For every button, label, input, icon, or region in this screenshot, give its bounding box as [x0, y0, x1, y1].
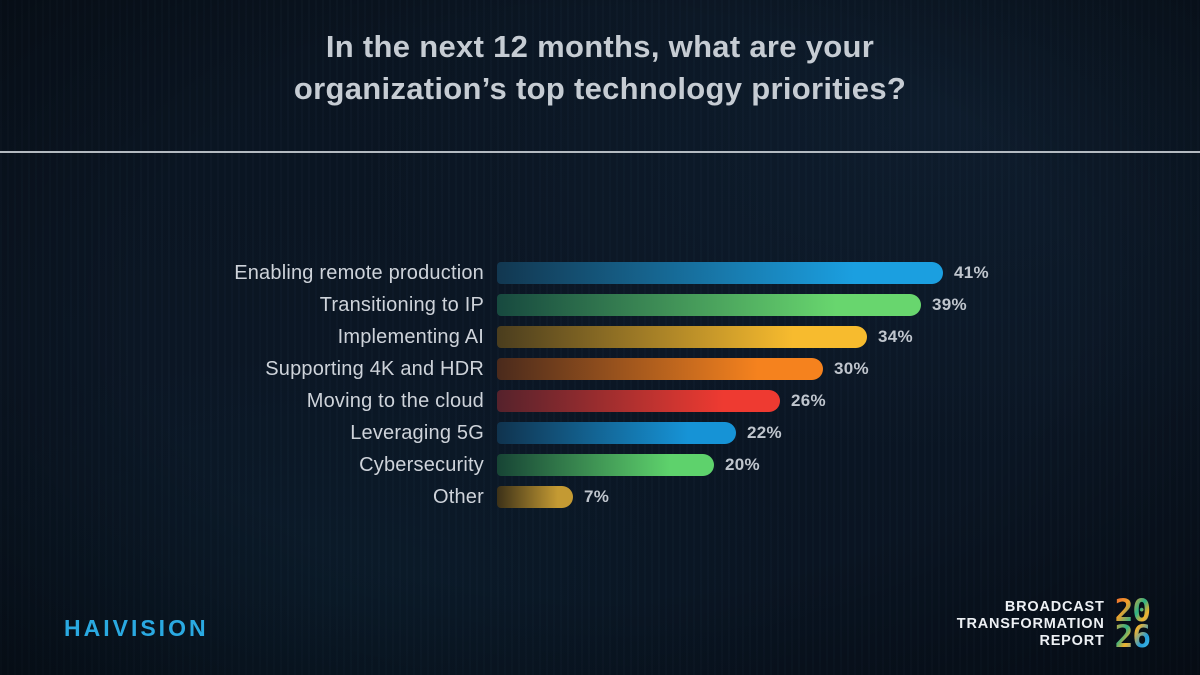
- bar-chart: Enabling remote production 41% Transitio…: [0, 257, 1200, 513]
- report-line-1: BROADCAST: [1004, 598, 1105, 615]
- bar-value-label: 34%: [878, 327, 913, 346]
- bar: [497, 390, 780, 412]
- bar-category-label: Cybersecurity: [359, 453, 484, 476]
- report-line-3: REPORT: [1039, 632, 1105, 649]
- bar-value-label: 41%: [954, 263, 989, 282]
- chart-row: Moving to the cloud 26%: [0, 385, 1200, 417]
- bar-category-label: Other: [432, 485, 484, 508]
- bar: [497, 294, 921, 316]
- chart-row: Implementing AI 34%: [0, 321, 1200, 353]
- bar: [497, 262, 943, 284]
- chart-row: Supporting 4K and HDR 30%: [0, 353, 1200, 385]
- chart-row: Cybersecurity 20%: [0, 449, 1200, 481]
- bar-category-label: Moving to the cloud: [306, 389, 484, 412]
- bar-value-label: 22%: [747, 423, 782, 442]
- bar-value-label: 30%: [834, 359, 869, 378]
- bar-category-label: Implementing AI: [337, 325, 484, 348]
- bar: [497, 422, 736, 444]
- page-title: In the next 12 months, what are your org…: [0, 26, 1200, 110]
- year-2026-badge: 20 26: [1115, 598, 1150, 650]
- bar-category-label: Supporting 4K and HDR: [265, 357, 484, 380]
- bar: [497, 326, 867, 348]
- bar-value-label: 20%: [725, 455, 760, 474]
- title-line-2: organization’s top technology priorities…: [293, 71, 907, 106]
- bar-category-label: Enabling remote production: [234, 261, 484, 284]
- title-divider: [0, 151, 1200, 153]
- chart-row: Transitioning to IP 39%: [0, 289, 1200, 321]
- chart-row: Other 7%: [0, 481, 1200, 513]
- bar-value-label: 39%: [932, 295, 967, 314]
- bar: [497, 454, 714, 476]
- report-line-2: TRANSFORMATION: [956, 615, 1105, 632]
- report-logo: BROADCAST TRANSFORMATION REPORT 20 26: [957, 598, 1150, 650]
- bar-category-label: Leveraging 5G: [350, 421, 484, 444]
- haivision-logo: HAIVISION: [64, 615, 209, 641]
- chart-row: Leveraging 5G 22%: [0, 417, 1200, 449]
- bar-value-label: 7%: [584, 487, 610, 506]
- chart-row: Enabling remote production 41%: [0, 257, 1200, 289]
- bar: [497, 358, 823, 380]
- title-line-1: In the next 12 months, what are your: [325, 29, 875, 64]
- bar-category-label: Transitioning to IP: [319, 293, 484, 316]
- report-title: BROADCAST TRANSFORMATION REPORT: [957, 599, 1105, 650]
- year-bottom: 26: [1114, 619, 1150, 655]
- bar: [497, 486, 573, 508]
- bar-value-label: 26%: [791, 391, 826, 410]
